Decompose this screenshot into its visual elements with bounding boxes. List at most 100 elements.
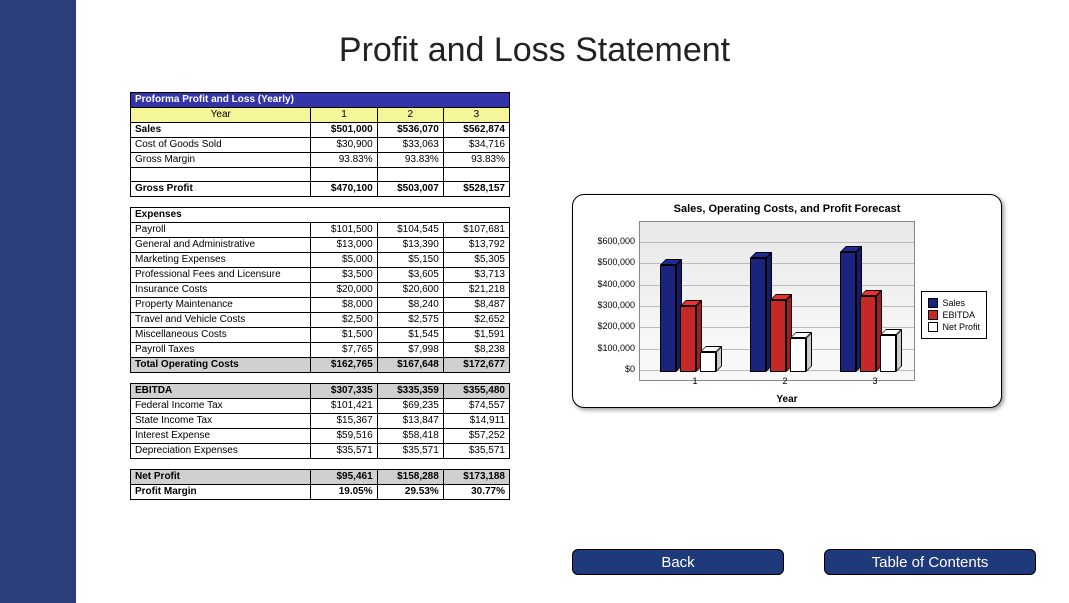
expenses-table: Expenses Payroll$101,500$104,545$107,681… <box>130 207 510 373</box>
cell: $7,998 <box>377 343 443 358</box>
bar <box>700 352 716 372</box>
legend-label: EBITDA <box>942 310 975 320</box>
cell: $13,792 <box>443 238 509 253</box>
row-label: Gross Margin <box>131 153 311 168</box>
legend-swatch <box>928 322 938 332</box>
forecast-chart: Sales, Operating Costs, and Profit Forec… <box>572 194 1002 408</box>
cell: 19.05% <box>311 485 377 500</box>
chart-plot-area: 123 <box>639 221 915 381</box>
page-title: Profit and Loss Statement <box>0 31 1069 70</box>
cell: $3,605 <box>377 268 443 283</box>
row-label: Property Maintenance <box>131 298 311 313</box>
chart-x-axis-title: Year <box>573 394 1001 405</box>
cell: $8,487 <box>443 298 509 313</box>
cell: 93.83% <box>443 153 509 168</box>
row-label: Federal Income Tax <box>131 399 311 414</box>
cell: $8,238 <box>443 343 509 358</box>
cell: $501,000 <box>311 123 377 138</box>
ebitda-table: EBITDA $307,335 $335,359 $355,480 Federa… <box>130 383 510 459</box>
cell: $167,648 <box>377 358 443 373</box>
expenses-header: Expenses <box>131 208 510 223</box>
cell: $13,000 <box>311 238 377 253</box>
year-label: Year <box>131 108 311 123</box>
cell: $13,390 <box>377 238 443 253</box>
row-label: Marketing Expenses <box>131 253 311 268</box>
bar <box>790 338 806 372</box>
pnl-table: Proforma Profit and Loss (Yearly) Year 1… <box>130 92 510 197</box>
row-label: Insurance Costs <box>131 283 311 298</box>
cell: $20,600 <box>377 283 443 298</box>
legend-label: Sales <box>942 298 965 308</box>
cell: $59,516 <box>311 429 377 444</box>
year-2: 2 <box>377 108 443 123</box>
cell: $2,500 <box>311 313 377 328</box>
cell: $1,545 <box>377 328 443 343</box>
y-tick-label: $300,000 <box>597 300 635 310</box>
cell: $172,677 <box>443 358 509 373</box>
cell: $536,070 <box>377 123 443 138</box>
cell: $2,575 <box>377 313 443 328</box>
pnl-table-container: Proforma Profit and Loss (Yearly) Year 1… <box>130 92 510 500</box>
legend-label: Net Profit <box>942 322 980 332</box>
chart-title: Sales, Operating Costs, and Profit Forec… <box>581 203 993 215</box>
x-tick-label: 3 <box>840 376 910 386</box>
cell: $34,716 <box>443 138 509 153</box>
back-button[interactable]: Back <box>572 549 784 575</box>
row-label: Payroll <box>131 223 311 238</box>
cell: $15,367 <box>311 414 377 429</box>
y-tick-label: $0 <box>625 364 635 374</box>
cell: $101,421 <box>311 399 377 414</box>
row-label: Professional Fees and Licensure <box>131 268 311 283</box>
row-label: Profit Margin <box>131 485 311 500</box>
cell: $173,188 <box>443 470 509 485</box>
bar <box>770 300 786 372</box>
cell: $7,765 <box>311 343 377 358</box>
bar <box>860 296 876 372</box>
chart-legend: Sales EBITDA Net Profit <box>921 291 987 339</box>
y-tick-label: $200,000 <box>597 321 635 331</box>
row-label: State Income Tax <box>131 414 311 429</box>
row-label: Travel and Vehicle Costs <box>131 313 311 328</box>
chart-y-axis: $0$100,000$200,000$300,000$400,000$500,0… <box>581 221 639 381</box>
left-accent-bar <box>0 0 76 603</box>
y-tick-label: $500,000 <box>597 257 635 267</box>
cell: $162,765 <box>311 358 377 373</box>
cell: $95,461 <box>311 470 377 485</box>
cell: $1,500 <box>311 328 377 343</box>
year-1: 1 <box>311 108 377 123</box>
cell: $35,571 <box>377 444 443 459</box>
cell: $5,000 <box>311 253 377 268</box>
cell: $562,874 <box>443 123 509 138</box>
row-label: Payroll Taxes <box>131 343 311 358</box>
row-label: Sales <box>131 123 311 138</box>
cell: $158,288 <box>377 470 443 485</box>
cell: $8,240 <box>377 298 443 313</box>
y-tick-label: $100,000 <box>597 343 635 353</box>
cell: $35,571 <box>311 444 377 459</box>
cell: 93.83% <box>377 153 443 168</box>
net-table: Net Profit $95,461 $158,288 $173,188 Pro… <box>130 469 510 500</box>
legend-swatch <box>928 310 938 320</box>
toc-button[interactable]: Table of Contents <box>824 549 1036 575</box>
row-label: Miscellaneous Costs <box>131 328 311 343</box>
cell: $58,418 <box>377 429 443 444</box>
legend-item: EBITDA <box>928 310 980 320</box>
back-button-label: Back <box>661 554 694 571</box>
bar <box>660 265 676 372</box>
cell: $5,305 <box>443 253 509 268</box>
cell: $528,157 <box>443 182 509 197</box>
cell: $33,063 <box>377 138 443 153</box>
bar <box>750 258 766 372</box>
legend-item: Sales <box>928 298 980 308</box>
cell: $74,557 <box>443 399 509 414</box>
cell: $5,150 <box>377 253 443 268</box>
cell: $107,681 <box>443 223 509 238</box>
toc-button-label: Table of Contents <box>872 554 989 571</box>
cell: $20,000 <box>311 283 377 298</box>
row-label: Net Profit <box>131 470 311 485</box>
cell: 93.83% <box>311 153 377 168</box>
x-tick-label: 1 <box>660 376 730 386</box>
legend-item: Net Profit <box>928 322 980 332</box>
cell: $8,000 <box>311 298 377 313</box>
cell: $21,218 <box>443 283 509 298</box>
